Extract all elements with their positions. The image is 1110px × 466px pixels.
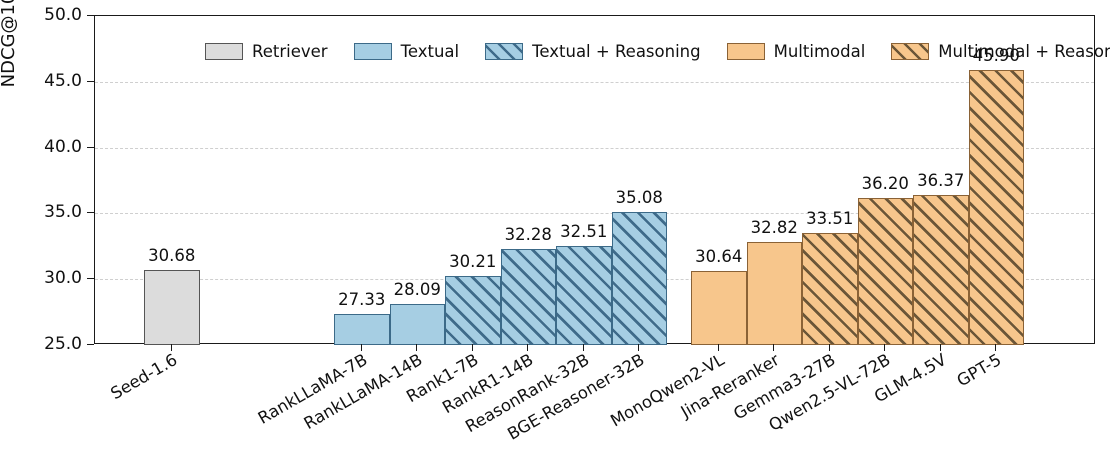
- bar-gpt-5[interactable]: [968, 69, 1024, 345]
- legend-swatch-icon: [205, 43, 243, 60]
- bar-seed-1-6[interactable]: [144, 270, 200, 345]
- legend: Retriever Textual Textual + Reasoning Multi…: [205, 42, 1110, 61]
- x-tick-mark: [995, 344, 997, 351]
- bar-value-label: 27.33: [338, 290, 386, 310]
- gridline: [95, 147, 1094, 149]
- x-tick-mark: [939, 344, 941, 351]
- x-tick-mark: [773, 344, 775, 351]
- bar-gemma3-27b[interactable]: [802, 233, 858, 345]
- legend-swatch-icon: [726, 43, 765, 60]
- bar-rankllama-7b[interactable]: [334, 314, 390, 345]
- legend-swatch-icon: [891, 43, 930, 60]
- bar-value-label: 30.64: [695, 246, 743, 266]
- gridline: [95, 213, 1094, 215]
- legend-label: Textual: [400, 42, 460, 61]
- bar-rankllama-14b[interactable]: [389, 304, 445, 345]
- bar-rankr1-14b[interactable]: [500, 249, 556, 345]
- y-tick-label: 50.0: [44, 5, 82, 25]
- legend-item[interactable]: Retriever: [205, 42, 328, 61]
- bar-value-label: 32.28: [504, 225, 552, 245]
- bar-jina-reranker[interactable]: [746, 242, 802, 345]
- bar-value-label: 35.08: [615, 188, 663, 208]
- bar-bge-reasoner-32b[interactable]: [611, 212, 667, 345]
- legend-item[interactable]: Textual + Reasoning: [485, 42, 701, 61]
- bar-value-label: 30.21: [449, 252, 497, 272]
- y-tick-mark: [87, 15, 94, 16]
- x-tick-mark: [360, 344, 362, 351]
- bar-value-label: 32.51: [560, 222, 608, 242]
- x-tick-mark: [471, 344, 473, 351]
- legend-item[interactable]: Multimodal: [726, 42, 866, 61]
- legend-label: Multimodal: [773, 42, 866, 61]
- y-tick-mark: [87, 344, 94, 345]
- bar-qwen2-5-vl-72b[interactable]: [857, 197, 913, 345]
- plot-area: 30.68 27.33 28.09 30.21 32.28 32.51 35.08 30.64…: [94, 15, 1110, 345]
- y-tick-mark: [87, 146, 94, 148]
- y-tick-mark: [87, 80, 94, 82]
- y-tick-label: 35.0: [44, 202, 82, 223]
- bar-value-label: 36.37: [917, 171, 965, 191]
- y-tick-label: 30.0: [44, 268, 82, 289]
- x-tick-mark: [638, 344, 640, 351]
- y-tick-label: 25.0: [44, 334, 82, 354]
- bar-value-label: 45.90: [972, 45, 1020, 65]
- y-tick-label: 45.0: [44, 70, 82, 91]
- legend-label: Textual + Reasoning: [532, 42, 701, 61]
- legend-swatch-icon: [353, 43, 392, 60]
- gridline: [95, 81, 1094, 83]
- x-tick-label: Seed-1.6: [107, 350, 181, 404]
- bar-glm-4-5v[interactable]: [913, 195, 969, 345]
- bar-value-label: 36.20: [861, 173, 909, 193]
- bar-value-label: 32.82: [750, 218, 798, 238]
- x-tick-mark: [527, 344, 529, 351]
- bar-monoqwen2-vl[interactable]: [691, 270, 747, 345]
- x-tick-mark: [884, 344, 886, 351]
- x-tick-mark: [170, 344, 172, 351]
- y-tick-mark: [87, 278, 94, 280]
- legend-item[interactable]: Multimodal + Reasoning: [891, 42, 1110, 61]
- x-tick-mark: [416, 344, 418, 351]
- bar-value-label: 30.68: [148, 246, 196, 266]
- x-tick-mark: [717, 344, 719, 351]
- y-tick-label: 40.0: [44, 136, 82, 157]
- bar-reasonrank-32b[interactable]: [556, 246, 612, 345]
- legend-swatch-icon: [485, 43, 524, 60]
- legend-item[interactable]: Textual: [353, 42, 460, 61]
- bar-chart: NDCG@10 25.0 30.0 35.0 40.0 45.0 50.0 30.68 27…: [0, 0, 1110, 444]
- legend-label: Retriever: [252, 42, 328, 61]
- x-tick-mark: [582, 344, 584, 351]
- bar-value-label: 33.51: [806, 209, 854, 228]
- bar-rank1-7b[interactable]: [445, 276, 501, 345]
- legend-label: Multimodal + Reasoning: [938, 42, 1110, 61]
- x-tick-mark: [828, 344, 830, 351]
- y-tick-mark: [87, 212, 94, 214]
- bar-value-label: 28.09: [393, 280, 441, 300]
